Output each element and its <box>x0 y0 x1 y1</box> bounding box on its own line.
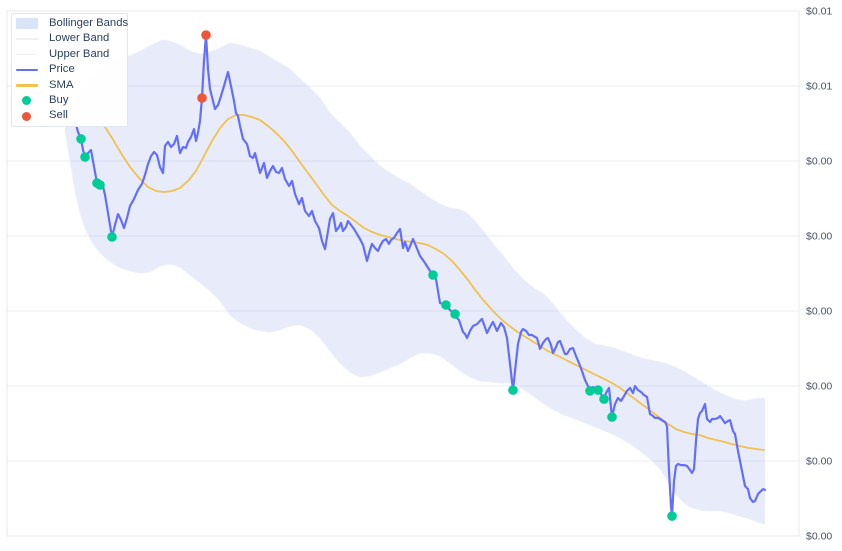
bollinger-band-fill <box>65 39 765 525</box>
y-tick-label: $0.00 <box>806 306 832 318</box>
sma-line-swatch-icon <box>16 84 42 87</box>
band-fill-swatch-icon <box>16 18 42 30</box>
buy-marker <box>667 511 677 521</box>
legend-label-price: Price <box>49 63 75 76</box>
buy-marker <box>599 394 609 404</box>
legend-label-lower-band: Lower Band <box>49 32 110 45</box>
buy-marker <box>95 180 105 190</box>
y-tick-label: $0.01 <box>806 81 832 93</box>
y-tick-label: $0.00 <box>806 456 832 468</box>
buy-marker <box>607 412 617 422</box>
legend-label-sma: SMA <box>49 78 74 91</box>
buy-marker <box>76 134 86 144</box>
plot-border <box>6 10 800 537</box>
faint-line-swatch-icon <box>16 53 42 56</box>
buy-marker <box>593 385 603 395</box>
buy-marker <box>428 270 438 280</box>
upper-band-line <box>64 39 765 402</box>
y-tick-label: $0.00 <box>806 231 832 243</box>
lower-band-line <box>64 130 766 525</box>
sell-dot-icon <box>16 111 42 121</box>
buy-marker <box>508 385 518 395</box>
faint-line-swatch-icon <box>16 38 42 40</box>
buy-marker <box>107 232 117 242</box>
legend-item-lower-band[interactable]: Lower Band <box>12 31 127 46</box>
legend-item-sma[interactable]: SMA <box>12 78 127 93</box>
y-tick-label: $0.00 <box>806 381 832 393</box>
legend-item-buy[interactable]: Buy <box>12 93 127 108</box>
legend-item-sell[interactable]: Sell <box>12 108 127 123</box>
y-tick-label: $0.01 <box>806 6 832 18</box>
legend: Bollinger Bands Lower Band Upper Band Pr… <box>11 13 128 127</box>
buy-marker <box>80 152 90 162</box>
legend-label-upper-band: Upper Band <box>49 47 110 60</box>
legend-item-price[interactable]: Price <box>12 62 127 77</box>
legend-label-bollinger-bands: Bollinger Bands <box>49 17 129 30</box>
sell-marker <box>201 30 211 40</box>
price-line-swatch-icon <box>16 68 42 72</box>
legend-label-buy: Buy <box>49 94 69 106</box>
sma-line <box>102 114 765 451</box>
buy-marker <box>441 300 451 310</box>
y-tick-label: $0.00 <box>806 531 832 543</box>
sell-marker <box>197 93 207 103</box>
buy-marker <box>585 386 595 396</box>
legend-item-bollinger-bands[interactable]: Bollinger Bands <box>12 16 129 31</box>
legend-label-sell: Sell <box>49 109 68 122</box>
buy-dot-icon <box>16 96 42 106</box>
y-tick-label: $0.00 <box>806 156 832 168</box>
legend-item-upper-band[interactable]: Upper Band <box>12 47 127 62</box>
buy-marker <box>450 309 460 319</box>
